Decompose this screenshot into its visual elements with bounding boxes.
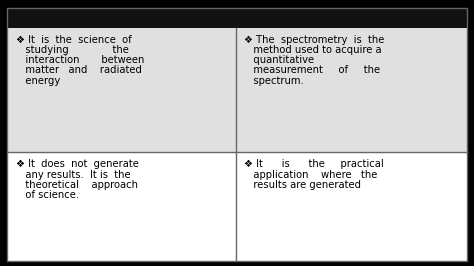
Text: measurement     of     the: measurement of the [244, 65, 380, 76]
Text: results are generated: results are generated [244, 180, 361, 190]
Text: quantitative: quantitative [244, 55, 314, 65]
Text: energy: energy [16, 76, 60, 86]
Bar [7, 8, 467, 28]
Text: ❖ It  is  the  science  of: ❖ It is the science of [16, 35, 131, 45]
Text: application    where   the: application where the [244, 170, 377, 180]
Text: ❖ It  does  not  generate: ❖ It does not generate [16, 159, 138, 169]
Text: of science.: of science. [16, 190, 79, 200]
Text: spectrum.: spectrum. [244, 76, 304, 86]
Text: any results.  It is  the: any results. It is the [16, 170, 130, 180]
Text: studying              the: studying the [16, 45, 128, 55]
Bar [236, 152, 467, 261]
Bar [7, 152, 236, 261]
Text: ❖ The  spectrometry  is  the: ❖ The spectrometry is the [244, 35, 384, 45]
Text: ❖ It      is      the     practical: ❖ It is the practical [244, 159, 384, 169]
Text: interaction       between: interaction between [16, 55, 144, 65]
Bar [236, 28, 467, 152]
Text: method used to acquire a: method used to acquire a [244, 45, 382, 55]
Text: matter   and    radiated: matter and radiated [16, 65, 142, 76]
Bar [7, 28, 236, 152]
Text: theoretical    approach: theoretical approach [16, 180, 137, 190]
